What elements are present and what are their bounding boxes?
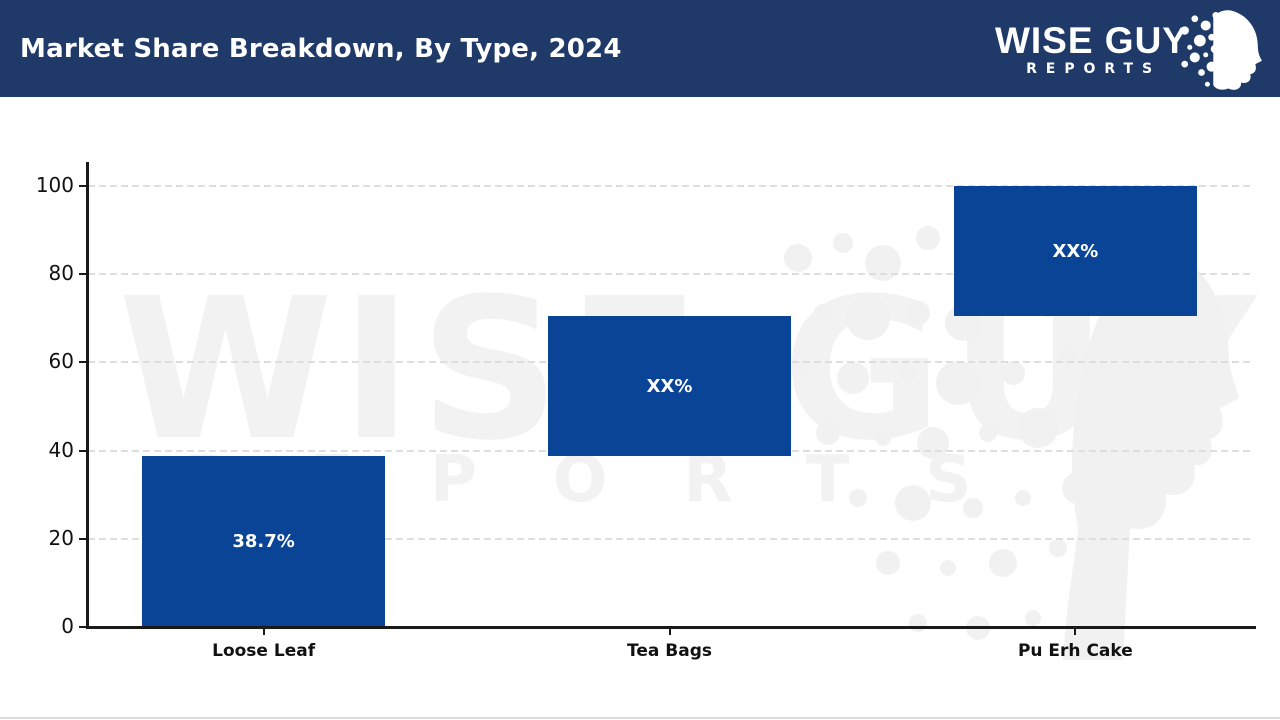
y-tick-label: 80 (48, 261, 74, 286)
y-tick-mark (79, 449, 87, 452)
header-bar: Market Share Breakdown, By Type, 2024 WI… (0, 0, 1280, 97)
y-axis-line (86, 162, 89, 629)
logo-subtitle: REPORTS (1026, 60, 1162, 77)
bar-pu-erh-cake: XX% (953, 186, 1198, 317)
bar-value-label: 38.7% (232, 531, 295, 553)
y-tick-mark (79, 185, 87, 187)
y-tick-label: 60 (48, 349, 74, 374)
bar-tea-bags: XX% (547, 316, 792, 457)
bar-value-label: XX% (1052, 240, 1099, 262)
gridline (88, 185, 1251, 187)
y-tick-mark (79, 361, 87, 364)
chart-title: Market Share Breakdown, By Type, 2024 (20, 33, 622, 64)
y-tick-label: 20 (48, 525, 74, 550)
x-axis-label: Loose Leaf (212, 641, 316, 661)
logo-wordmark: WISE GUY (994, 19, 1188, 61)
logo-text: WISE GUY REPORTS (995, 22, 1188, 76)
y-tick-mark (79, 537, 87, 540)
y-tick-mark (79, 626, 87, 628)
y-tick-label: 0 (61, 614, 74, 638)
bar-value-label: XX% (646, 375, 693, 397)
x-axis-label: Pu Erh Cake (1017, 641, 1133, 661)
gridline (88, 273, 1251, 276)
wiseguy-head-icon (1180, 9, 1262, 90)
y-tick-label: 100 (35, 173, 74, 197)
x-axis-label: Tea Bags (627, 641, 712, 661)
wiseguy-logo: WISE GUY REPORTS (995, 7, 1266, 91)
x-tick-mark (1074, 629, 1077, 635)
bar-loose-leaf: 38.7% (141, 456, 386, 627)
x-tick-mark (668, 629, 671, 635)
x-tick-mark (262, 629, 265, 635)
x-axis-line (86, 626, 1256, 629)
gridline (88, 537, 1251, 540)
y-tick-label: 40 (48, 437, 74, 462)
footer-divider (0, 717, 1280, 719)
y-tick-mark (79, 273, 87, 276)
